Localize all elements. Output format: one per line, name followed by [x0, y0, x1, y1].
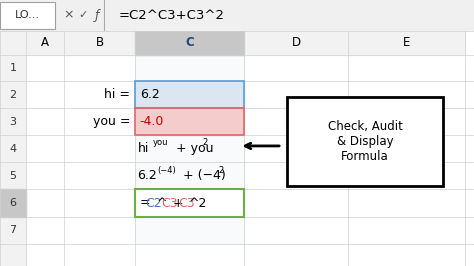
Text: ×: ×	[64, 9, 74, 22]
Bar	[0, 31, 465, 55]
Text: 5: 5	[9, 171, 17, 181]
Text: -4.0: -4.0	[140, 115, 164, 128]
Text: LO...: LO...	[15, 10, 40, 20]
Text: 6.2: 6.2	[140, 88, 160, 101]
Text: A: A	[41, 36, 49, 49]
Text: ^2: ^2	[189, 197, 207, 210]
Text: you: you	[153, 139, 169, 148]
Text: 2: 2	[9, 90, 17, 100]
Bar	[135, 81, 244, 108]
Text: hi: hi	[137, 142, 149, 155]
Text: C: C	[185, 36, 194, 49]
FancyBboxPatch shape	[287, 97, 443, 186]
Text: =C2^C3+C3^2: =C2^C3+C3^2	[118, 9, 225, 22]
Text: + (−4): + (−4)	[179, 169, 226, 182]
Bar	[135, 108, 244, 135]
Text: 4: 4	[9, 144, 17, 154]
Text: +: +	[173, 197, 183, 210]
Bar	[135, 108, 244, 135]
Text: C3: C3	[162, 197, 178, 210]
Bar	[0, 2, 55, 29]
Bar	[135, 81, 244, 108]
Text: Check, Audit
& Display
Formula: Check, Audit & Display Formula	[328, 120, 402, 163]
Text: D: D	[292, 36, 301, 49]
Text: 2: 2	[218, 165, 223, 174]
Text: ^: ^	[156, 197, 167, 210]
Text: (−4): (−4)	[157, 165, 176, 174]
Text: ✓: ✓	[78, 10, 88, 20]
Bar	[135, 31, 244, 55]
Bar	[135, 55, 244, 244]
Text: B: B	[95, 36, 104, 49]
Text: hi =: hi =	[104, 88, 130, 101]
Text: =: =	[140, 197, 150, 210]
Text: 2: 2	[203, 139, 208, 148]
Text: 6: 6	[9, 198, 17, 208]
Text: 1: 1	[9, 63, 17, 73]
Bar	[0, 189, 26, 217]
Text: 3: 3	[9, 117, 17, 127]
Text: C3: C3	[178, 197, 195, 210]
Text: C2: C2	[145, 197, 162, 210]
Text: ƒ: ƒ	[95, 9, 100, 22]
Text: 6.2: 6.2	[137, 169, 157, 182]
Text: E: E	[403, 36, 410, 49]
Text: + you: + you	[172, 142, 214, 155]
Text: you =: you =	[93, 115, 130, 128]
Bar	[135, 189, 244, 217]
Text: 7: 7	[9, 225, 17, 235]
Bar	[0, 31, 26, 266]
Bar	[135, 189, 244, 217]
